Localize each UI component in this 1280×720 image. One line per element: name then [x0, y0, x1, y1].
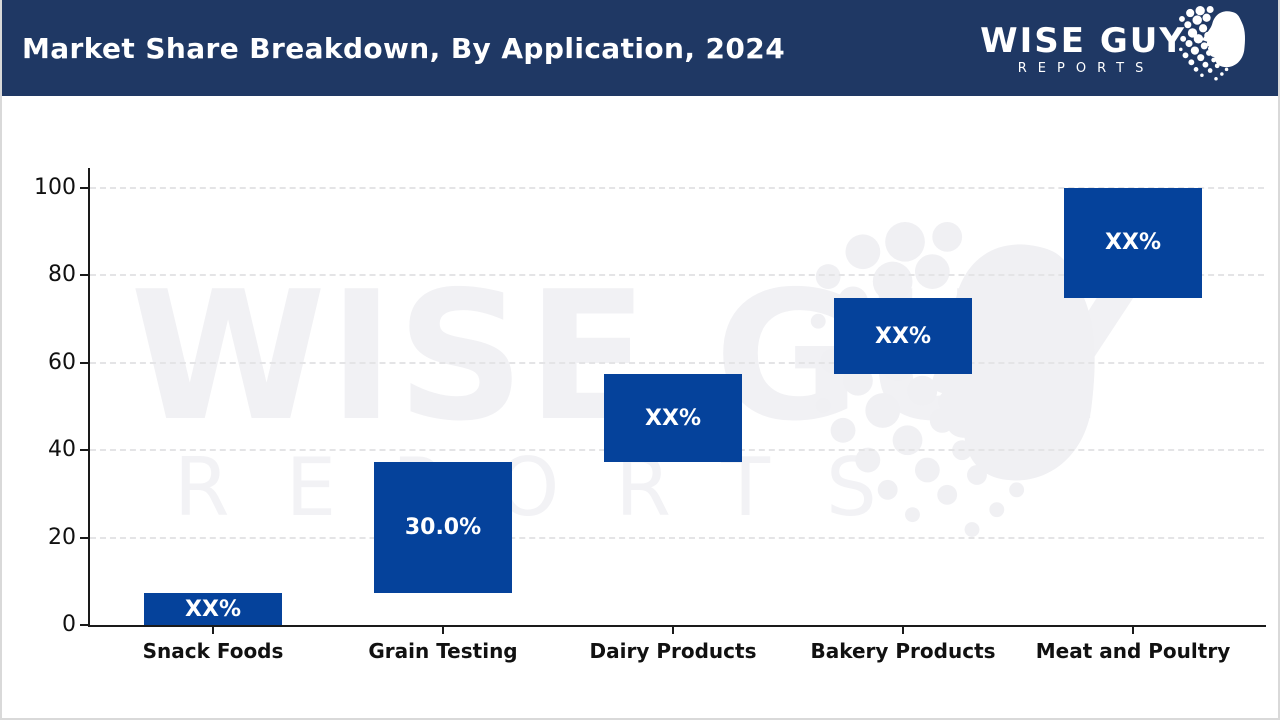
bar-bakery-products: XX%: [834, 297, 972, 375]
y-tick-20: [80, 536, 88, 539]
x-tick-label-3: Bakery Products: [810, 639, 996, 663]
wiseguy-logo-text: WISE GUY REPORTS: [980, 21, 1186, 76]
y-tick-100: [80, 186, 88, 189]
y-tick-label-0: 0: [62, 612, 76, 637]
y-tick-label-40: 40: [48, 437, 76, 462]
logo-face-icon: [1177, 6, 1246, 81]
y-tick-label-60: 60: [48, 349, 76, 375]
gridline-80: [90, 274, 1264, 276]
x-tick-0: [212, 627, 214, 634]
x-tick-label-2: Dairy Products: [589, 639, 757, 663]
x-tick-label-4: Meat and Poultry: [1035, 639, 1231, 663]
page-title: Market Share Breakdown, By Application, …: [22, 31, 786, 65]
bar-value-label: XX%: [645, 405, 701, 431]
watermark-text-line2: REPORTS: [174, 441, 933, 534]
bar-value-label: XX%: [875, 323, 931, 349]
bar-grain-testing: 30.0%: [374, 461, 512, 594]
x-tick-2: [672, 627, 674, 634]
x-tick-label-1: Grain Testing: [368, 639, 518, 663]
gridline-100: [90, 186, 1264, 189]
y-tick-label-20: 20: [48, 524, 76, 550]
header-bar: Market Share Breakdown, By Application, …: [2, 0, 1278, 96]
x-tick-1: [442, 627, 444, 634]
gridline-60: [90, 361, 1264, 364]
y-tick-0: [80, 624, 88, 626]
bar-meat-and-poultry: XX%: [1064, 187, 1202, 298]
bar-value-label: XX%: [1105, 230, 1161, 256]
x-tick-4: [1132, 627, 1134, 634]
y-tick-60: [80, 361, 88, 364]
bar-value-label: XX%: [185, 596, 241, 622]
logo-wordmark: WISE GUY: [980, 21, 1186, 62]
y-tick-40: [80, 449, 88, 451]
x-tick-3: [902, 627, 904, 634]
bar-value-label: 30.0%: [404, 514, 482, 540]
y-tick-80: [80, 274, 88, 276]
gridline-20: [90, 536, 1264, 539]
wiseguy-logo: WISE GUY REPORTS: [980, 6, 1262, 94]
y-tick-label-80: 80: [48, 262, 76, 287]
y-axis-line: [88, 168, 90, 627]
x-axis-line: [88, 625, 1266, 627]
x-tick-label-0: Snack Foods: [142, 639, 284, 663]
bar-dairy-products: XX%: [604, 374, 742, 462]
bar-snack-foods: XX%: [144, 593, 282, 625]
y-tick-label-100: 100: [34, 174, 76, 200]
logo-subtitle: REPORTS: [1017, 60, 1155, 76]
